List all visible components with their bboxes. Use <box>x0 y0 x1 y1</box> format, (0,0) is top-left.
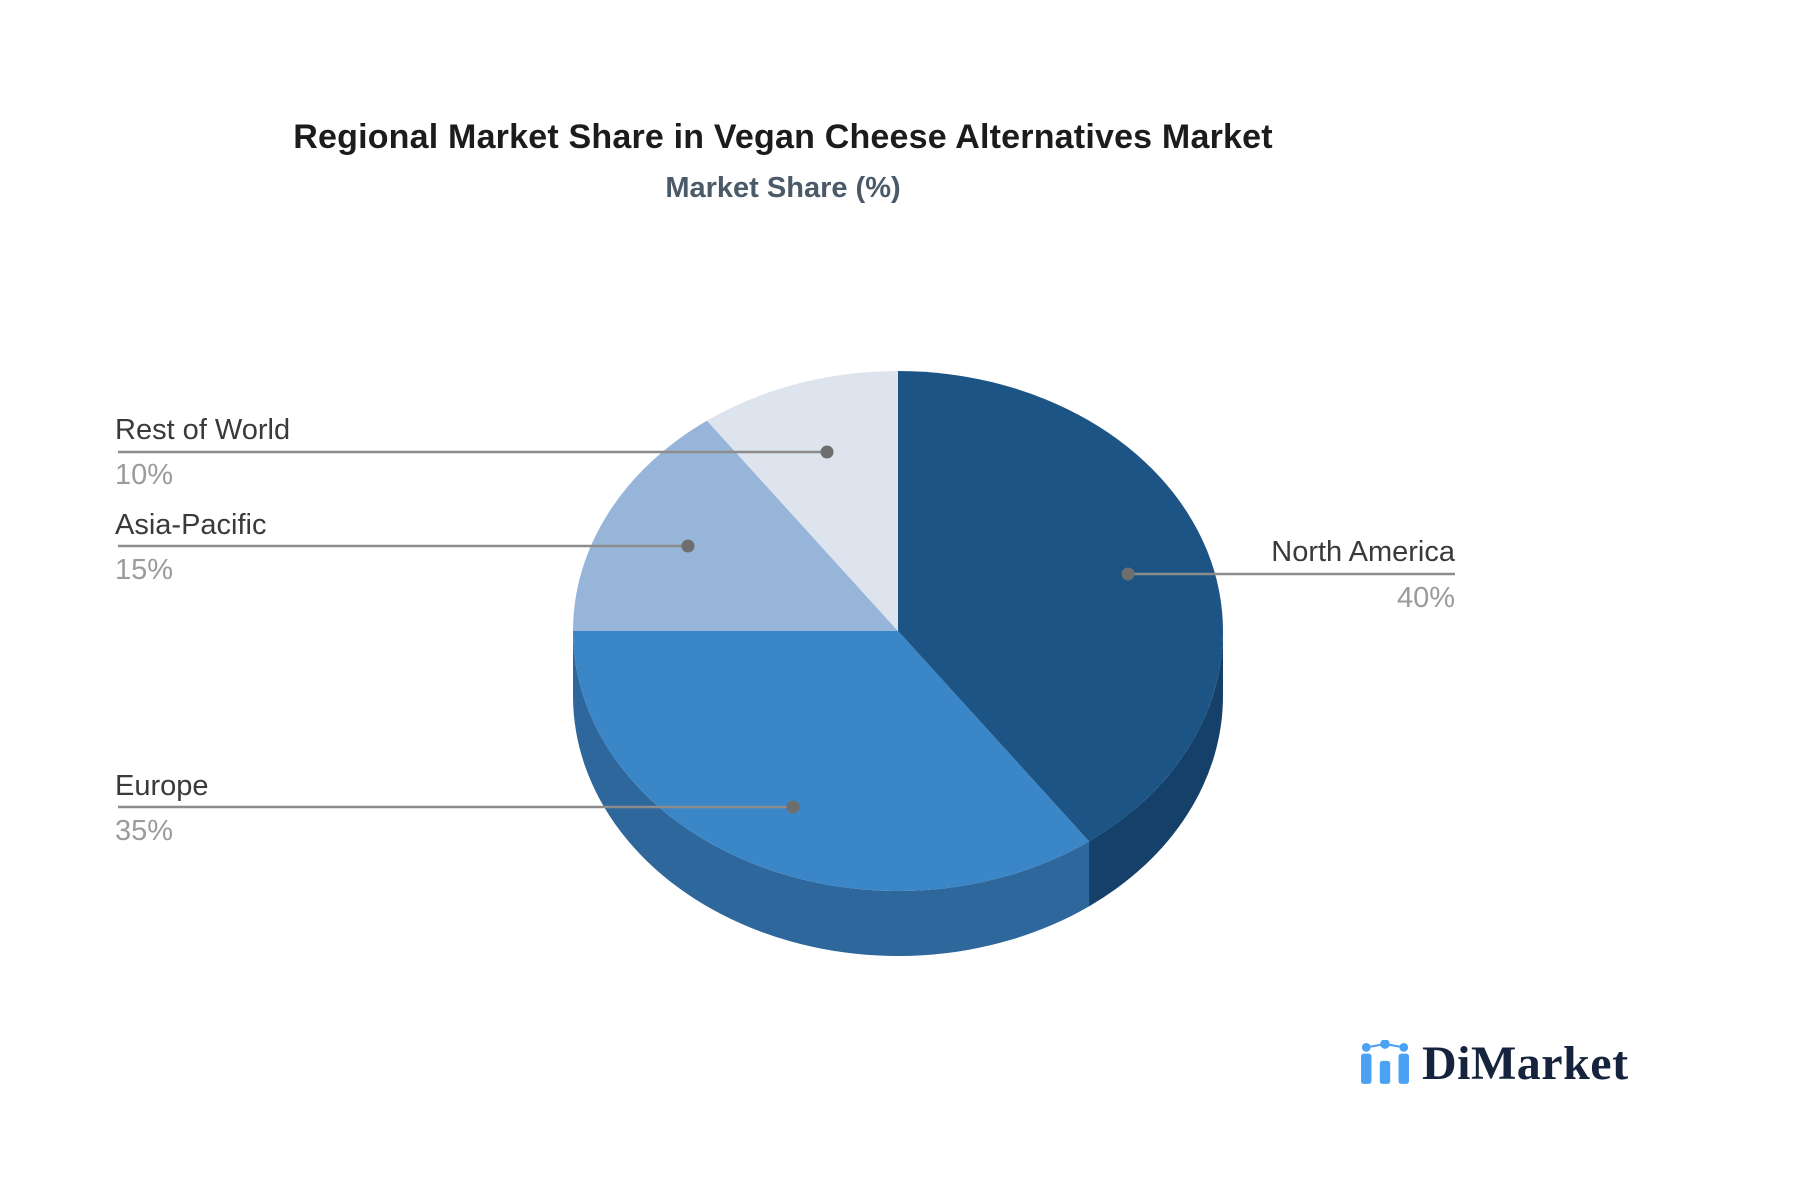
slice-pct-north-america: 40% <box>1396 582 1455 614</box>
slice-label-rest-of-world: Rest of World <box>115 414 291 446</box>
pie-slice-rest-of-world <box>706 371 898 631</box>
pie-slice-europe <box>573 631 1090 891</box>
pie-slice-north-america <box>898 371 1223 842</box>
logo-text: DiMarket <box>1422 1037 1629 1090</box>
slice-pct-rest-of-world: 10% <box>115 459 174 491</box>
slice-label-asia-pacific: Asia-Pacific <box>115 509 267 541</box>
slice-label-north-america: North America <box>1271 536 1455 568</box>
pie-side-europe <box>573 631 1090 956</box>
leader-dot-rest-of-world <box>820 445 834 459</box>
bar-chart-logo-icon <box>1361 1040 1409 1084</box>
leader-dot-asia-pacific <box>681 539 695 553</box>
leader-dot-north-america <box>1121 567 1135 581</box>
dimarket-logo: DiMarket <box>1360 1040 1629 1088</box>
leader-dot-europe <box>786 800 800 814</box>
slice-pct-asia-pacific: 15% <box>115 554 174 586</box>
slice-pct-europe: 35% <box>115 815 174 847</box>
slice-label-europe: Europe <box>115 770 209 802</box>
pie-side-north-america <box>1089 631 1223 907</box>
pie-slice-asia-pacific <box>573 420 898 631</box>
